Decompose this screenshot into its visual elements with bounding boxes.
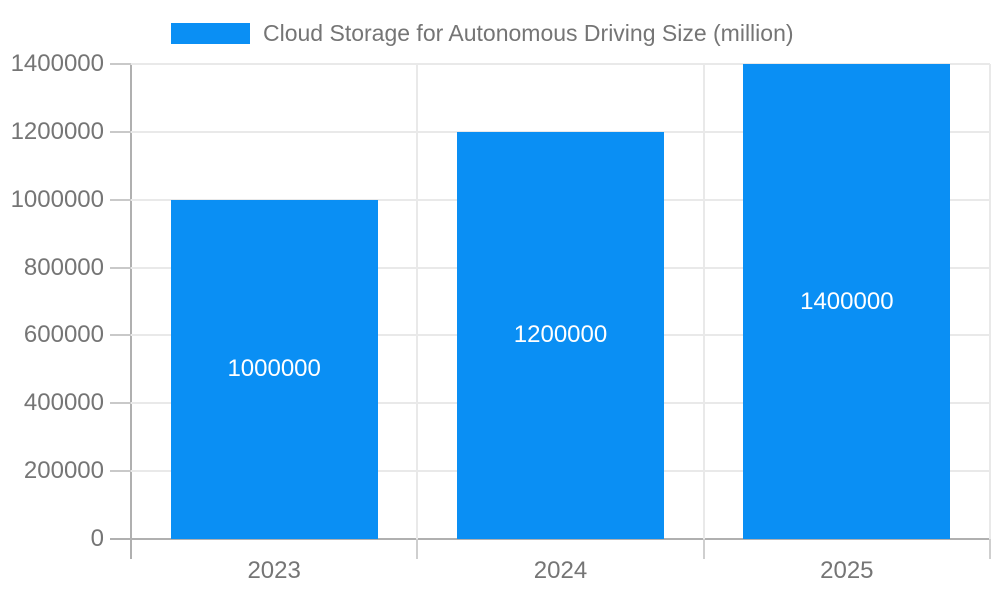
bar[interactable]: 1200000 — [457, 131, 664, 539]
y-tick-label: 1200000 — [10, 117, 104, 145]
bar[interactable]: 1400000 — [743, 64, 951, 539]
y-tick-mark — [110, 334, 131, 337]
bar[interactable]: 1000000 — [170, 199, 378, 539]
y-tick-mark — [110, 266, 131, 269]
y-tick-label: 800000 — [23, 253, 104, 281]
x-tick-mark — [416, 539, 418, 559]
h-gridline — [131, 63, 990, 65]
x-tick-label: 2024 — [533, 557, 588, 584]
x-axis-line — [110, 538, 990, 540]
v-gridline — [703, 64, 705, 539]
y-tick-mark — [110, 538, 131, 540]
y-tick-label: 400000 — [23, 389, 104, 417]
plot-area: 1000000 1200000 1400000 — [131, 63, 991, 539]
v-gridline — [989, 64, 991, 539]
bar-value-label: 1400000 — [800, 287, 894, 315]
y-tick-label: 1000000 — [10, 185, 104, 213]
y-tick-mark — [110, 198, 131, 201]
chart-title: Cloud Storage for Autonomous Driving Siz… — [263, 20, 794, 46]
h-gridline — [131, 130, 990, 133]
x-tick-label: 2025 — [820, 557, 874, 584]
x-tick-mark — [989, 539, 991, 559]
y-axis-line — [130, 64, 132, 559]
y-tick-mark — [110, 63, 131, 65]
bar-value-label: 1000000 — [227, 355, 321, 383]
x-tick-label: 2023 — [247, 557, 301, 584]
y-tick-label: 600000 — [23, 321, 104, 349]
v-gridline — [416, 64, 418, 539]
y-tick-mark — [110, 130, 131, 133]
y-tick-label: 1400000 — [10, 50, 104, 77]
y-tick-mark — [110, 470, 131, 473]
y-tick-label: 0 — [90, 525, 104, 552]
x-tick-mark — [703, 539, 705, 559]
y-tick-label: 200000 — [23, 457, 104, 485]
legend-swatch-icon — [171, 23, 250, 44]
chart-legend: Cloud Storage for Autonomous Driving Siz… — [171, 20, 794, 47]
y-tick-mark — [110, 402, 131, 405]
bar-value-label: 1200000 — [513, 321, 608, 349]
